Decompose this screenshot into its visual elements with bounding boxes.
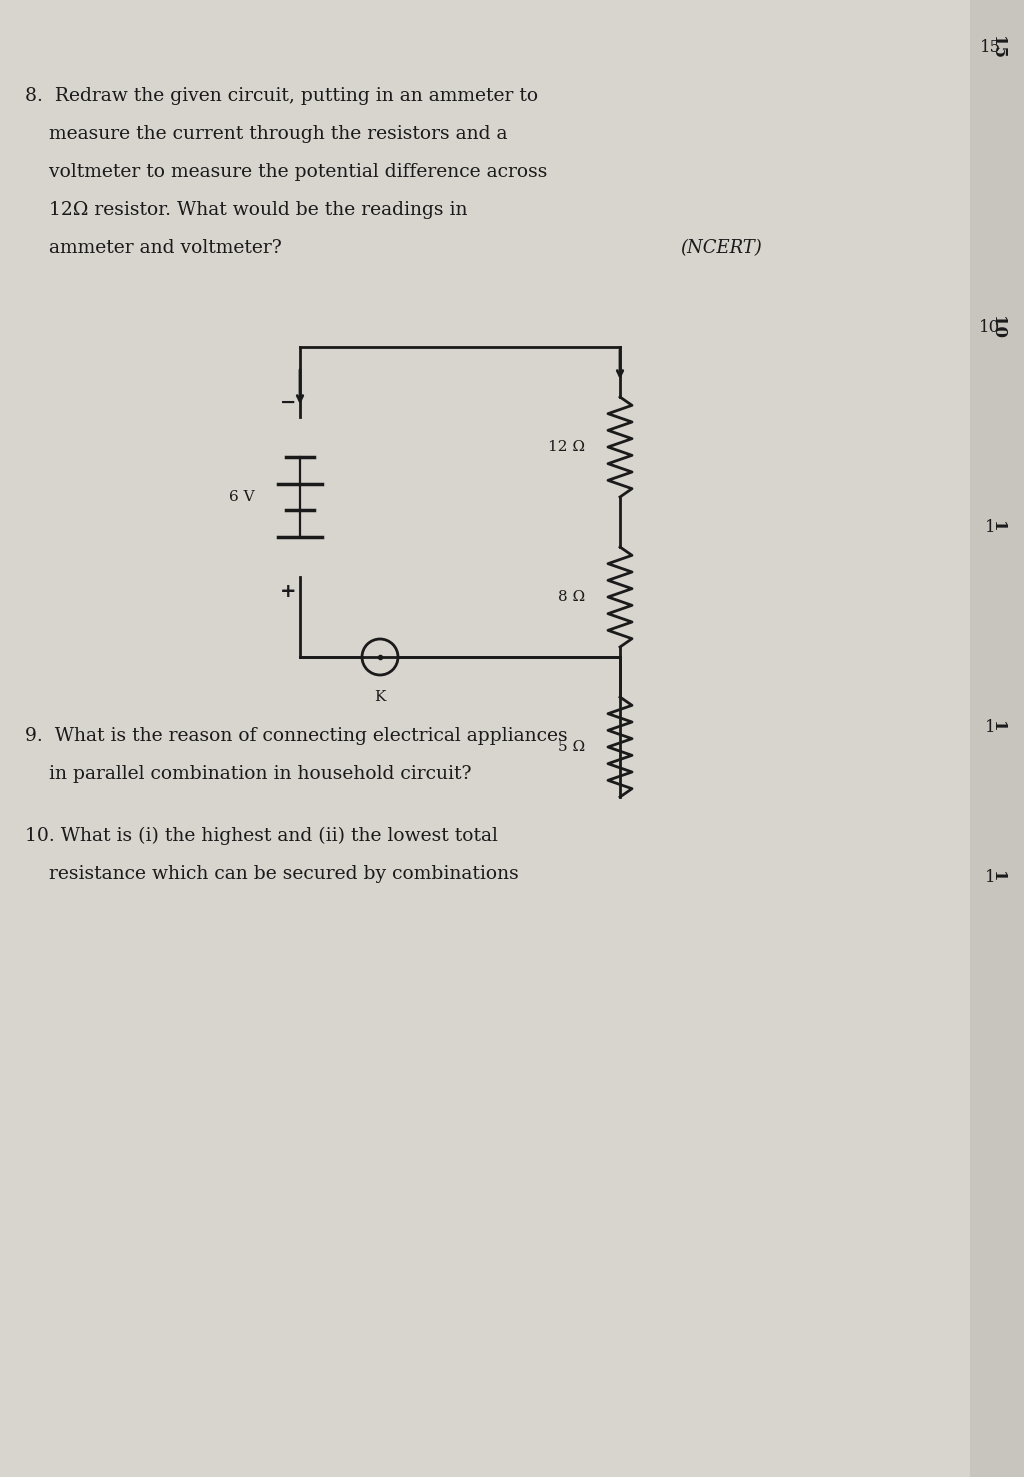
- Text: 1: 1: [988, 721, 1006, 733]
- Text: 10: 10: [979, 319, 1000, 335]
- Text: 5 Ω: 5 Ω: [558, 740, 585, 753]
- Text: 12Ω resistor. What would be the readings in: 12Ω resistor. What would be the readings…: [25, 201, 468, 219]
- Text: K: K: [375, 690, 386, 705]
- Text: 6 V: 6 V: [229, 490, 255, 504]
- Text: 8 Ω: 8 Ω: [558, 589, 585, 604]
- Text: 15: 15: [988, 35, 1006, 59]
- Text: (NCERT): (NCERT): [680, 239, 762, 257]
- Text: 1: 1: [988, 521, 1006, 533]
- Text: 8.  Redraw the given circuit, putting in an ammeter to: 8. Redraw the given circuit, putting in …: [25, 87, 539, 105]
- Text: 10: 10: [988, 316, 1006, 338]
- Text: 1: 1: [985, 868, 995, 886]
- Text: +: +: [280, 582, 296, 601]
- Text: 10. What is (i) the highest and (ii) the lowest total: 10. What is (i) the highest and (ii) the…: [25, 827, 498, 845]
- Text: resistance which can be secured by combinations: resistance which can be secured by combi…: [25, 866, 519, 883]
- Bar: [970, 0, 1024, 1477]
- Text: 1: 1: [985, 718, 995, 736]
- Text: 15: 15: [979, 38, 1000, 56]
- Text: measure the current through the resistors and a: measure the current through the resistor…: [25, 126, 508, 143]
- Text: 9.  What is the reason of connecting electrical appliances: 9. What is the reason of connecting elec…: [25, 727, 567, 744]
- Text: voltmeter to measure the potential difference across: voltmeter to measure the potential diffe…: [25, 162, 548, 182]
- Text: −: −: [280, 393, 296, 412]
- Text: 1: 1: [985, 518, 995, 536]
- Text: 1: 1: [988, 871, 1006, 883]
- Text: ammeter and voltmeter?: ammeter and voltmeter?: [25, 239, 282, 257]
- Text: in parallel combination in household circuit?: in parallel combination in household cir…: [25, 765, 471, 783]
- Text: 12 Ω: 12 Ω: [548, 440, 585, 453]
